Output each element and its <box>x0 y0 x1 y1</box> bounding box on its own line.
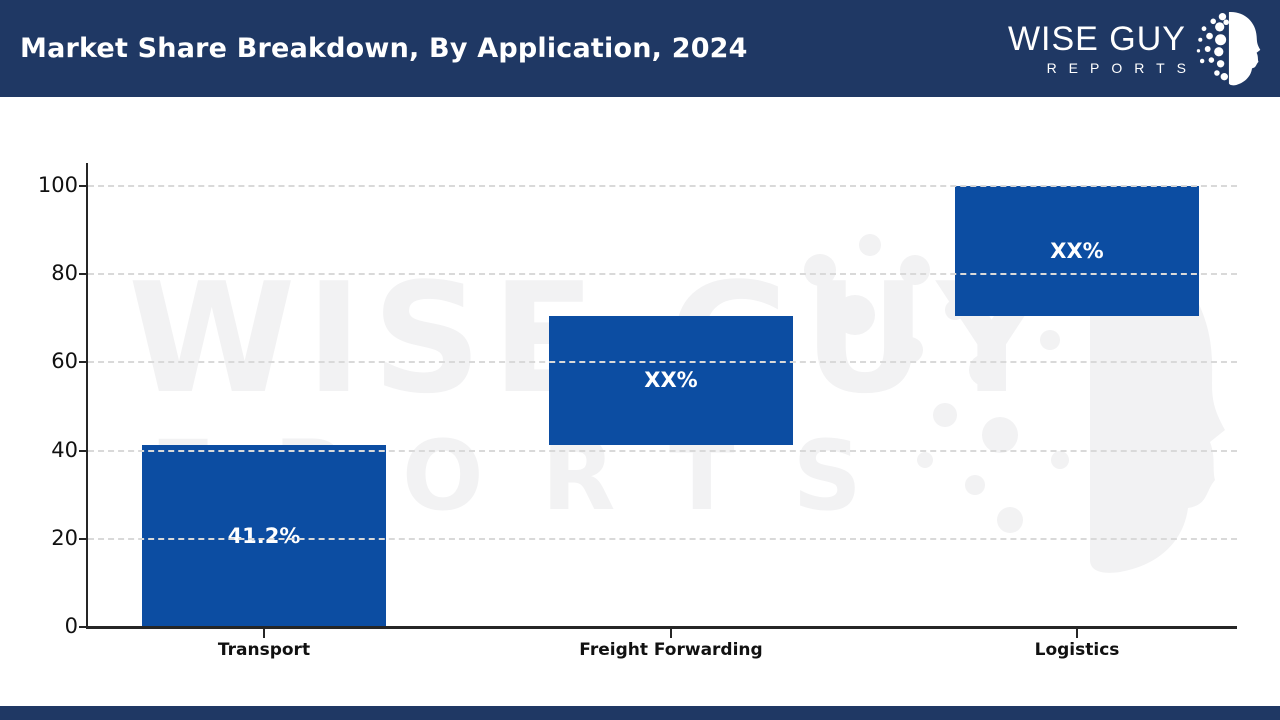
x-tick-mark <box>263 629 265 638</box>
bar-freight-forwarding: XX% <box>549 315 793 446</box>
logo-wordmark: WISE GUY <box>1007 19 1186 58</box>
bar-value-label: XX% <box>644 368 698 393</box>
y-tick-label: 60 <box>51 349 78 374</box>
bar-value-label: XX% <box>1050 238 1104 263</box>
gridline <box>88 449 1237 452</box>
logo-reports-label: REPORTS <box>1046 59 1198 76</box>
y-tick-mark <box>79 273 87 276</box>
y-tick-mark <box>79 449 87 452</box>
bar-transport: 41.2% <box>142 445 386 627</box>
gridline <box>88 185 1237 187</box>
x-category-label: Logistics <box>1034 640 1120 660</box>
bar-logistics: XX% <box>955 186 1199 316</box>
y-tick-label: 100 <box>37 173 78 197</box>
gridline <box>88 361 1237 364</box>
x-tick-mark <box>670 629 672 638</box>
footer-bar <box>0 706 1280 720</box>
header-bar: Market Share Breakdown, By Application, … <box>0 0 1280 97</box>
bar-value-label: 41.2% <box>227 524 301 549</box>
y-tick-label: 80 <box>51 261 78 286</box>
x-tick-mark <box>1076 629 1078 638</box>
y-tick-label: 20 <box>51 525 78 550</box>
watermark-head-dots <box>804 234 1225 573</box>
logo-text: WISE GUY REPORTS <box>1008 22 1186 76</box>
y-tick-mark <box>79 537 87 540</box>
x-category-label: Transport <box>217 640 311 660</box>
x-axis-line <box>86 626 1237 629</box>
wiseguy-logo: WISE GUY REPORTS <box>1008 8 1280 90</box>
y-tick-mark <box>79 626 87 628</box>
y-tick-label: 0 <box>64 614 78 638</box>
y-tick-label: 40 <box>51 437 78 462</box>
y-tick-mark <box>79 361 87 364</box>
gridline <box>88 537 1237 540</box>
y-axis-line <box>86 163 88 629</box>
y-tick-mark <box>79 185 87 187</box>
gridline <box>88 273 1237 276</box>
wiseguy-head-icon <box>1196 11 1261 85</box>
page-title: Market Share Breakdown, By Application, … <box>20 33 748 64</box>
x-category-label: Freight Forwarding <box>579 640 763 660</box>
